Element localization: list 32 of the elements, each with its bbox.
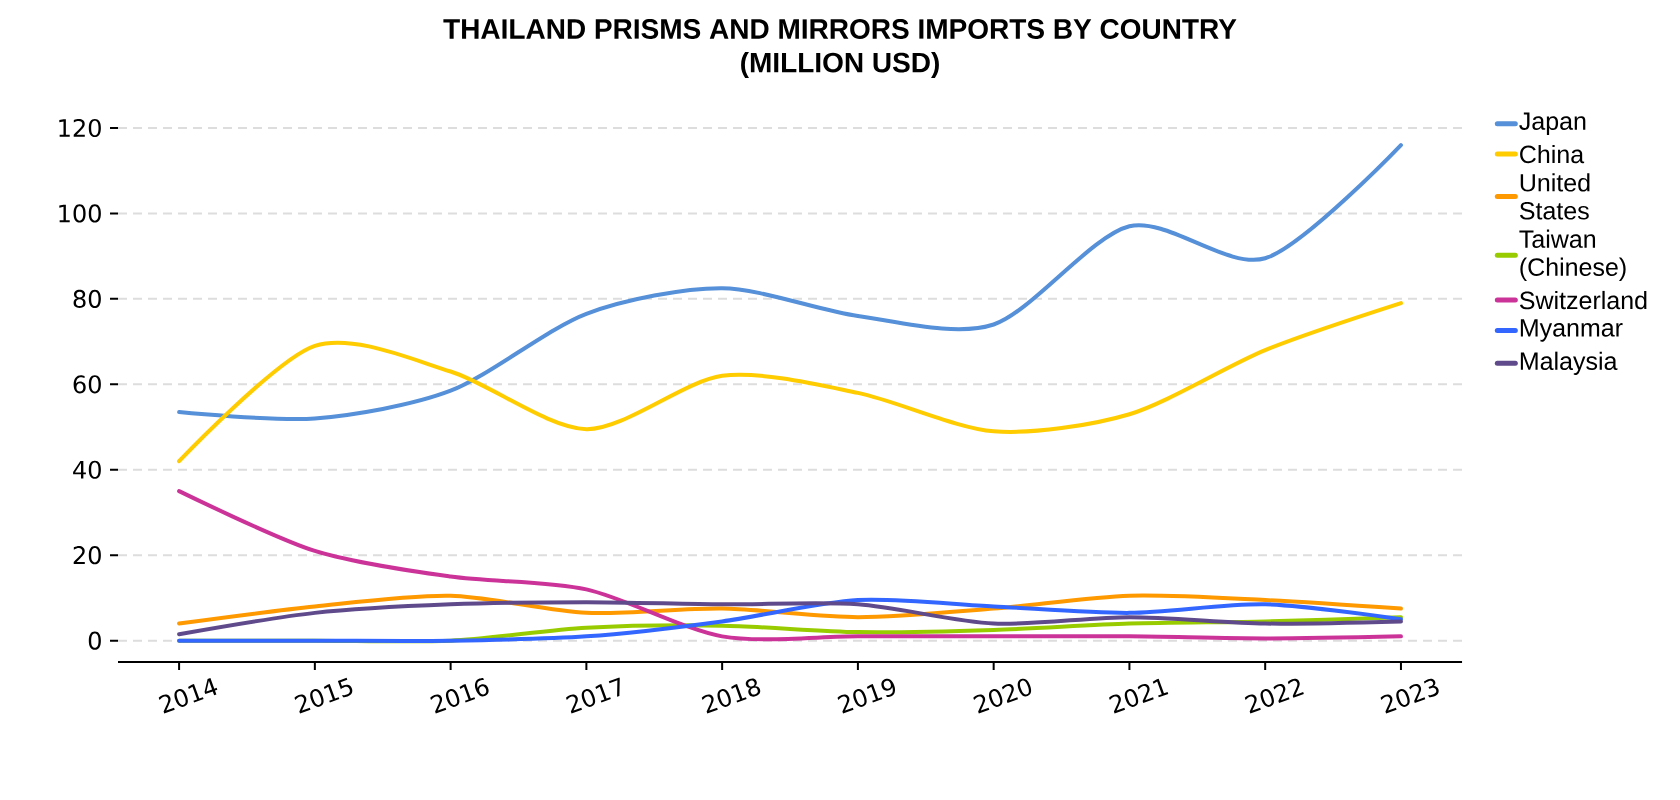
y-tick-label: 80 bbox=[73, 289, 101, 308]
x-tick-label: 2018 bbox=[701, 678, 761, 714]
x-tick-label: 2021 bbox=[1109, 678, 1169, 714]
x-tick-label: 2023 bbox=[1380, 678, 1439, 714]
line-series bbox=[177, 143, 1403, 422]
x-tick-label: 2015 bbox=[294, 677, 353, 714]
y-tick-label: 0 bbox=[88, 631, 101, 650]
y-tick-label: 60 bbox=[73, 375, 101, 394]
y-tick-label: 40 bbox=[73, 460, 101, 479]
line-series bbox=[177, 597, 1403, 643]
chart-title: THAILAND PRISMS AND MIRRORS IMPORTS BY COUNTRY bbox=[443, 19, 1237, 39]
line-series bbox=[177, 489, 1403, 642]
y-tick-label: 120 bbox=[59, 118, 101, 138]
chart-subtitle: (MILLION USD) bbox=[741, 51, 939, 79]
legend-label: Japan bbox=[1519, 112, 1586, 135]
line-series bbox=[177, 593, 1403, 626]
y-tick-label: 100 bbox=[59, 204, 101, 223]
x-tick-label: 2016 bbox=[430, 677, 489, 714]
legend-label: Malaysia bbox=[1520, 351, 1618, 375]
legend-label: China bbox=[1520, 144, 1585, 164]
line-series bbox=[177, 301, 1403, 464]
legend-label: Switzerland bbox=[1519, 290, 1647, 310]
x-tick-label: 2019 bbox=[837, 678, 896, 714]
legend-label: United States bbox=[1519, 173, 1590, 220]
x-tick-label: 2020 bbox=[973, 678, 1032, 714]
x-tick-label: 2014 bbox=[158, 678, 218, 714]
legend-label: Myanmar bbox=[1520, 319, 1623, 342]
y-tick-label: 20 bbox=[73, 546, 101, 565]
line-series bbox=[177, 600, 1403, 637]
x-tick-label: 2022 bbox=[1244, 678, 1304, 714]
x-tick-label: 2017 bbox=[565, 677, 620, 714]
legend-label: Taiwan (Chinese) bbox=[1519, 229, 1626, 281]
